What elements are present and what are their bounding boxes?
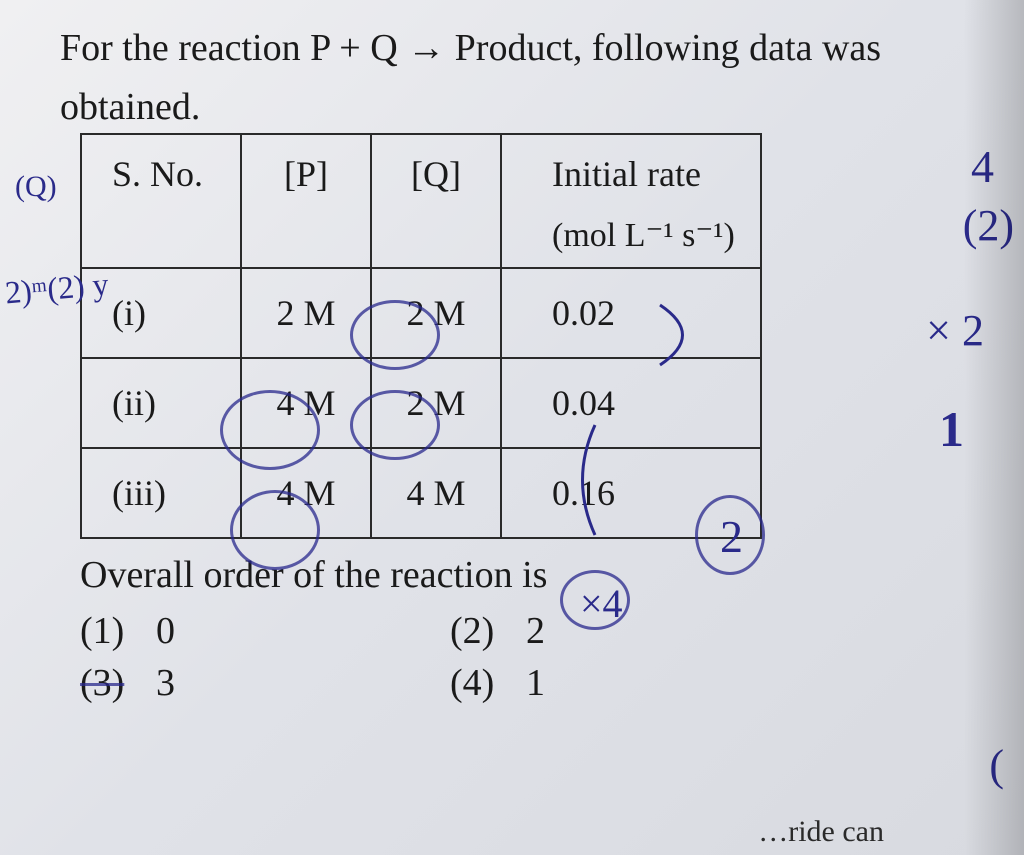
option-1: (1) 0 — [80, 605, 450, 657]
pen-side-q: (Q) — [15, 170, 57, 204]
cell-q: 4 M — [371, 448, 501, 538]
option-val: 3 — [156, 661, 175, 705]
pen-four: 4 — [971, 140, 994, 193]
rate-unit: (mol L⁻¹ s⁻¹) — [552, 215, 738, 255]
cell-sno: (ii) — [81, 358, 241, 448]
option-val: 1 — [526, 661, 545, 705]
cutoff-text: …ride can — [758, 815, 884, 849]
cell-rate: 0.04 — [501, 358, 761, 448]
question-line-2: obtained. — [60, 85, 984, 129]
cell-p: 4 M — [241, 448, 371, 538]
footer-question: Overall order of the reaction is — [80, 553, 984, 597]
pen-arrow-icon — [565, 420, 625, 540]
header-p: [P] — [241, 134, 371, 268]
header-rate: Initial rate (mol L⁻¹ s⁻¹) — [501, 134, 761, 268]
rate-label: Initial rate — [552, 154, 701, 194]
option-4: (4) 1 — [450, 657, 820, 709]
option-val: 2 — [526, 609, 545, 653]
option-3: (3) 3 — [80, 657, 450, 709]
pen-times2: × 2 — [926, 305, 984, 356]
cell-q: 2 M — [371, 358, 501, 448]
cell-sno: (iii) — [81, 448, 241, 538]
question-line-1: For the reaction P + Q → Product, follow… — [60, 20, 984, 77]
table-header-row: S. No. [P] [Q] Initial rate (mol L⁻¹ s⁻¹… — [81, 134, 761, 268]
option-val: 0 — [156, 609, 175, 653]
table-row: (iii) 4 M 4 M 0.16 — [81, 448, 761, 538]
cell-p: 2 M — [241, 268, 371, 358]
options-list: (1) 0 (2) 2 (3) 3 (4) 1 — [80, 605, 820, 709]
option-num: (2) — [450, 609, 510, 653]
option-num: (4) — [450, 661, 510, 705]
header-sno: S. No. — [81, 134, 241, 268]
cell-sno: (i) — [81, 268, 241, 358]
option-num: (3) — [80, 661, 140, 705]
cell-p: 4 M — [241, 358, 371, 448]
pen-scribble: ( — [989, 740, 1004, 791]
option-2: (2) 2 — [450, 605, 820, 657]
cell-rate: 0.16 — [501, 448, 761, 538]
pen-bracket-icon — [650, 300, 730, 370]
option-num: (1) — [80, 609, 140, 653]
pen-two-paren: (2) — [963, 200, 1014, 251]
table-row: (ii) 4 M 2 M 0.04 — [81, 358, 761, 448]
pen-one: 1 — [939, 400, 964, 458]
cell-q: 2 M — [371, 268, 501, 358]
header-q: [Q] — [371, 134, 501, 268]
